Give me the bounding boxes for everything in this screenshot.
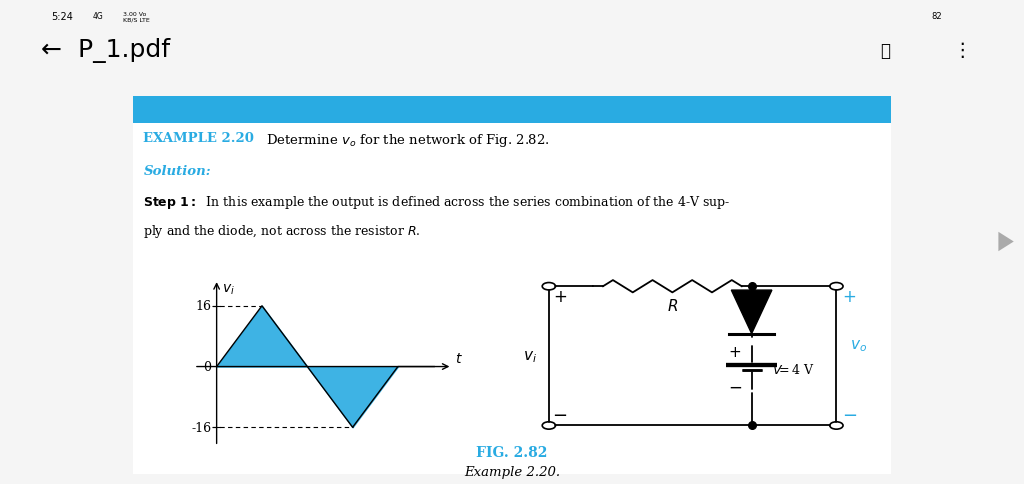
Text: $R$: $R$ — [667, 298, 678, 314]
Text: −: − — [552, 407, 567, 424]
Text: ⋮: ⋮ — [952, 41, 972, 60]
Text: 3.00 Vo
KB/S LTE: 3.00 Vo KB/S LTE — [123, 12, 150, 23]
Text: $v_i$: $v_i$ — [222, 282, 234, 296]
Text: +: + — [843, 288, 856, 306]
FancyBboxPatch shape — [133, 97, 891, 474]
Text: $V\!\!=\!\!$ 4 V: $V\!\!=\!\!$ 4 V — [772, 363, 815, 377]
Text: 5:24: 5:24 — [51, 12, 73, 22]
Text: Solution:: Solution: — [143, 165, 211, 178]
Text: −: − — [728, 378, 742, 396]
Text: Determine $v_o$ for the network of Fig. 2.82.: Determine $v_o$ for the network of Fig. … — [266, 132, 550, 149]
Text: EXAMPLE 2.20: EXAMPLE 2.20 — [143, 132, 254, 145]
Polygon shape — [998, 232, 1014, 252]
Text: 82: 82 — [932, 13, 942, 21]
Text: 0: 0 — [203, 360, 211, 373]
Text: ←  P_1.pdf: ← P_1.pdf — [41, 38, 170, 63]
Text: 4G: 4G — [92, 12, 102, 20]
Text: +: + — [729, 345, 741, 360]
Text: ⬜: ⬜ — [881, 42, 891, 60]
Text: $t$: $t$ — [455, 351, 463, 365]
Text: +: + — [553, 288, 567, 306]
FancyBboxPatch shape — [133, 97, 891, 123]
Text: $\mathbf{Step\ 1:}$  In this example the output is defined across the series com: $\mathbf{Step\ 1:}$ In this example the … — [143, 194, 731, 211]
Text: $v_i$: $v_i$ — [523, 348, 538, 364]
Text: ply and the diode, not across the resistor $R$.: ply and the diode, not across the resist… — [143, 223, 421, 240]
Text: $v_o$: $v_o$ — [850, 338, 867, 354]
Text: -16: -16 — [191, 421, 211, 434]
Text: FIG. 2.82: FIG. 2.82 — [476, 446, 548, 459]
Polygon shape — [731, 290, 772, 334]
Text: Example 2.20.: Example 2.20. — [464, 466, 560, 478]
Text: −: − — [842, 407, 857, 424]
Text: 16: 16 — [196, 300, 211, 313]
